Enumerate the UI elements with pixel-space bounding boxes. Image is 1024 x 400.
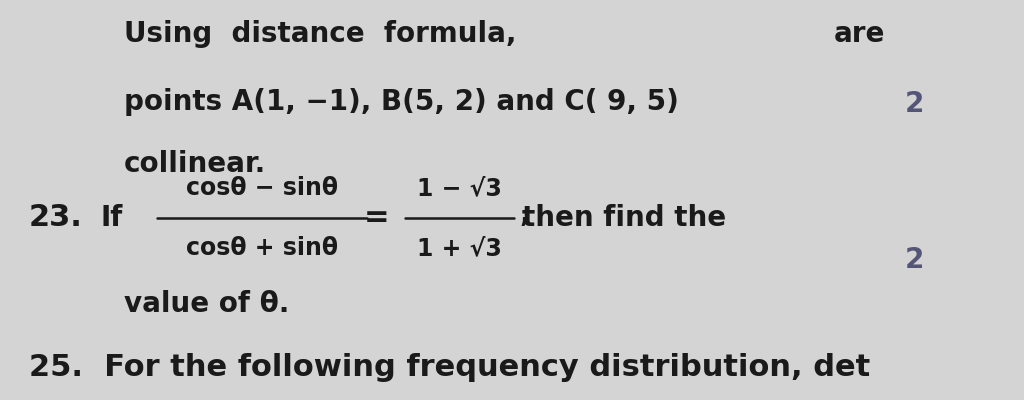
Text: cosθ − sinθ: cosθ − sinθ xyxy=(186,176,338,200)
Text: =: = xyxy=(364,204,389,232)
Text: cosθ + sinθ: cosθ + sinθ xyxy=(186,236,338,260)
Text: then find the: then find the xyxy=(522,204,726,232)
Text: 25.  For the following frequency distribution, det: 25. For the following frequency distribu… xyxy=(29,354,869,382)
Text: ,: , xyxy=(519,200,529,228)
Text: collinear.: collinear. xyxy=(124,150,266,178)
Text: 2: 2 xyxy=(904,90,924,118)
Text: 1 + √3: 1 + √3 xyxy=(417,236,502,260)
Text: Using  distance  formula,: Using distance formula, xyxy=(124,20,516,48)
Text: points A(1, −1), B(5, 2) and C( 9, 5): points A(1, −1), B(5, 2) and C( 9, 5) xyxy=(124,88,679,116)
Text: 23.: 23. xyxy=(29,204,83,232)
Text: If: If xyxy=(100,204,123,232)
Text: are: are xyxy=(834,20,885,48)
Text: 2: 2 xyxy=(904,246,924,274)
Text: value of θ.: value of θ. xyxy=(124,290,289,318)
Text: 1 − √3: 1 − √3 xyxy=(417,176,502,200)
